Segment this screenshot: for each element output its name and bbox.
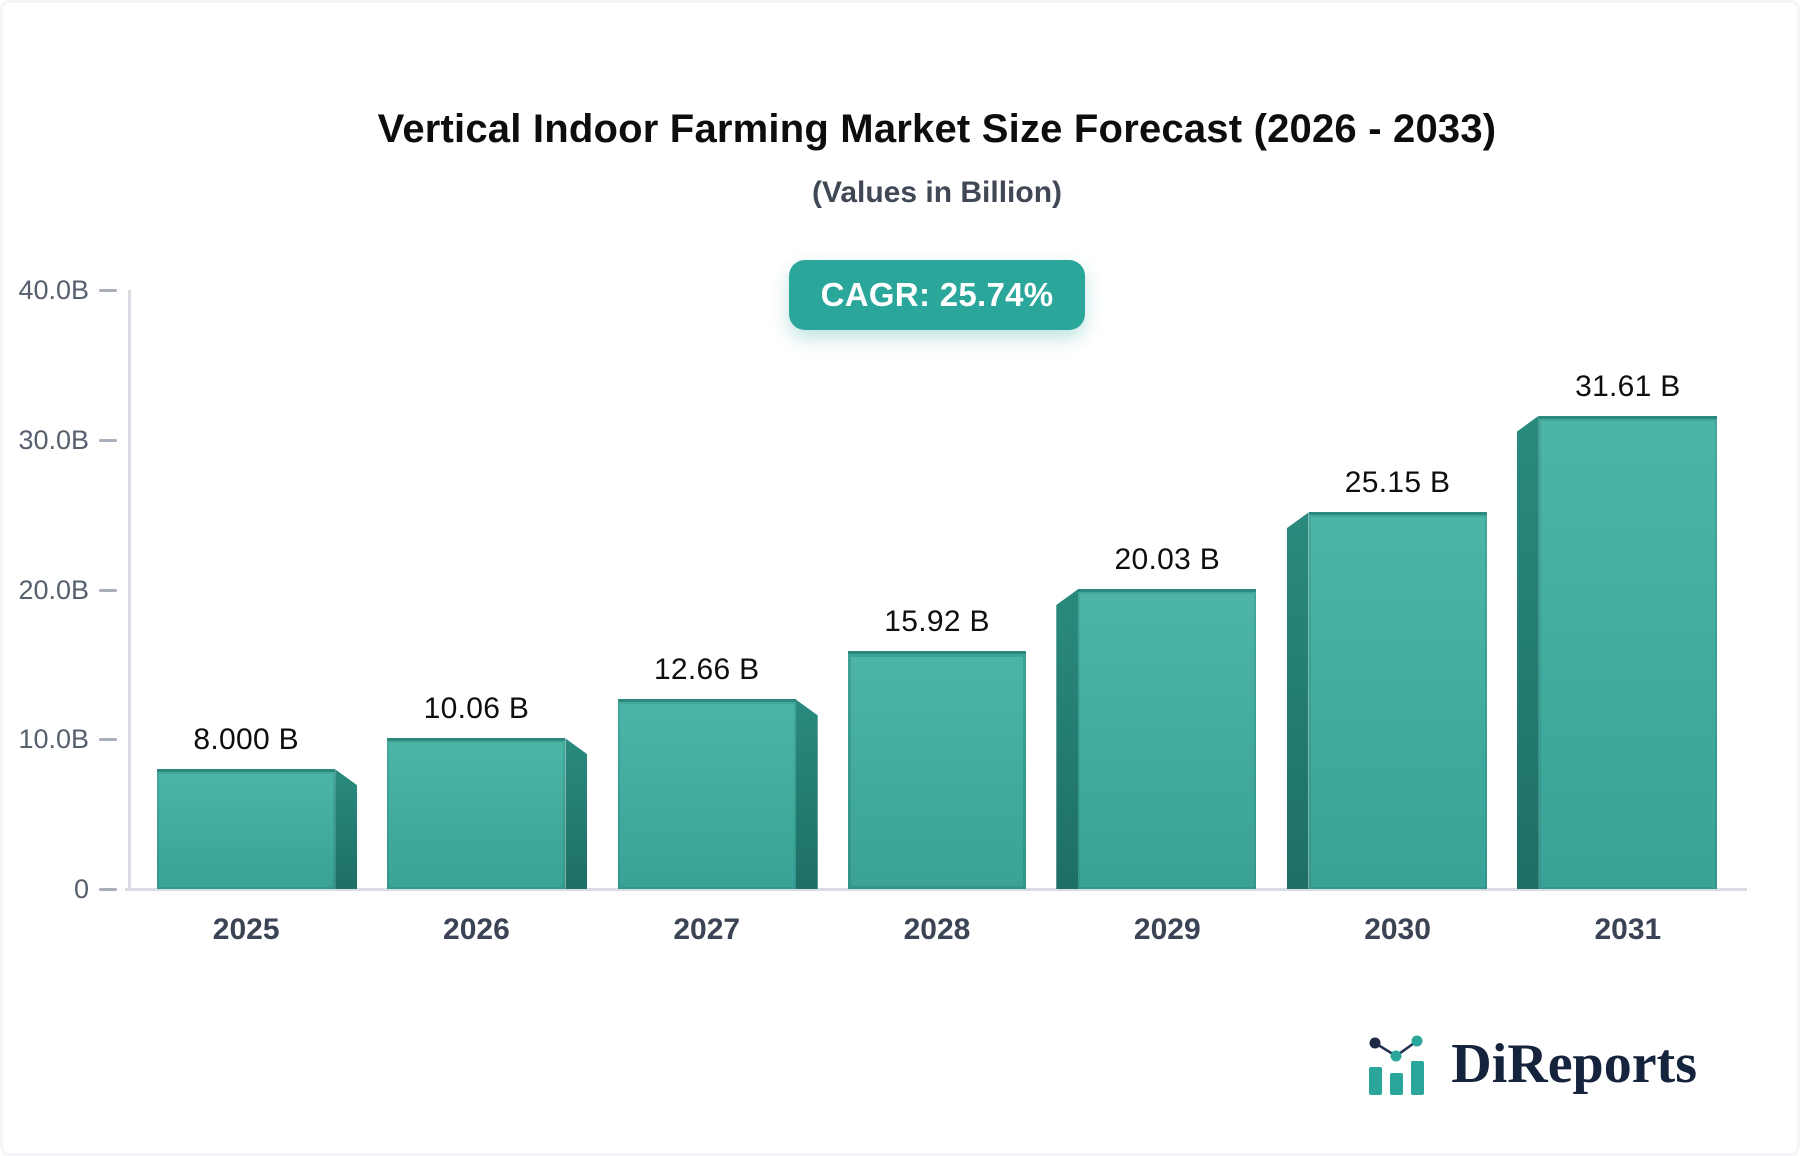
bar-side-face — [1286, 512, 1309, 889]
bar-value-label: 10.06 B — [423, 692, 530, 726]
bar-value-label: 8.000 B — [193, 723, 299, 757]
y-axis-label: 30.0B — [18, 424, 89, 455]
y-axis-label: 20.0B — [18, 574, 89, 605]
bar-side-face — [565, 738, 588, 889]
bar-2027 — [617, 699, 796, 889]
bar-2028 — [848, 650, 1026, 889]
y-axis-tick — [99, 289, 117, 292]
mini-bar-chart-icon — [1365, 1031, 1441, 1097]
bar-2031 — [1538, 415, 1717, 889]
x-axis-label: 2029 — [1133, 913, 1201, 946]
bar-side-face — [1056, 589, 1079, 889]
bar-value-label: 31.61 B — [1575, 369, 1681, 403]
bar-2025 — [157, 769, 336, 889]
chart-subtitle: (Values in Billion) — [811, 176, 1063, 209]
y-axis-tick — [99, 438, 117, 442]
bar-value-label: 15.92 B — [884, 604, 990, 638]
chart-title: Vertical Indoor Farming Market Size Fore… — [377, 107, 1497, 151]
cagr-badge: CAGR: 25.74% — [788, 260, 1086, 330]
bar-side-face — [1516, 415, 1539, 889]
bar-2029 — [1078, 589, 1257, 889]
bar-side-face — [795, 699, 818, 889]
x-axis-label: 2031 — [1594, 913, 1662, 946]
bar-value-label: 12.66 B — [653, 653, 760, 687]
x-axis-line — [125, 888, 1747, 891]
y-axis-line — [128, 290, 131, 889]
bar-side-face — [335, 769, 358, 889]
x-axis-label: 2027 — [673, 913, 741, 946]
x-axis-label: 2026 — [443, 913, 510, 946]
direports-logo: DiReports — [1365, 1031, 1697, 1097]
x-axis-label: 2028 — [903, 913, 971, 946]
bar-value-label: 20.03 B — [1114, 543, 1221, 577]
bar-value-label: 25.15 B — [1344, 466, 1451, 500]
y-axis-tick — [99, 588, 117, 592]
chart-header: Vertical Indoor Farming Market Size Fore… — [131, 3, 1743, 330]
bar-2030 — [1308, 512, 1487, 889]
y-axis-tick — [99, 888, 117, 891]
y-axis-label: 40.0B — [18, 275, 89, 305]
logo-text: DiReports — [1451, 1033, 1697, 1095]
y-axis-label: 10.0B — [18, 724, 89, 755]
x-axis-label: 2030 — [1364, 913, 1431, 946]
y-axis-label: 0 — [73, 874, 89, 904]
x-axis-label: 2025 — [212, 913, 280, 946]
y-axis-tick — [99, 738, 117, 742]
bar-2026 — [387, 738, 566, 889]
